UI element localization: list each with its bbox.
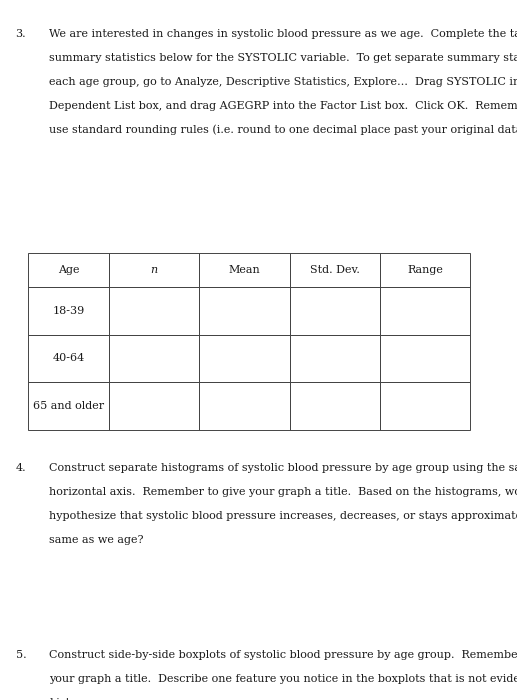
Text: 18-39: 18-39 [52,306,85,316]
Text: Mean: Mean [229,265,260,275]
Text: Construct side-by-side boxplots of systolic blood pressure by age group.  Rememb: Construct side-by-side boxplots of systo… [49,650,517,660]
Text: your graph a title.  Describe one feature you notice in the boxplots that is not: your graph a title. Describe one feature… [49,674,517,684]
Text: 65 and older: 65 and older [33,401,104,411]
Text: 5.: 5. [16,650,26,660]
Text: We are interested in changes in systolic blood pressure as we age.  Complete the: We are interested in changes in systolic… [49,29,517,39]
Text: horizontal axis.  Remember to give your graph a title.  Based on the histograms,: horizontal axis. Remember to give your g… [49,487,517,497]
Text: n: n [150,265,157,275]
Text: summary statistics below for the SYSTOLIC variable.  To get separate summary sta: summary statistics below for the SYSTOLI… [49,53,517,63]
Text: 4.: 4. [16,463,26,473]
Text: hypothesize that systolic blood pressure increases, decreases, or stays approxim: hypothesize that systolic blood pressure… [49,511,517,521]
Text: use standard rounding rules (i.e. round to one decimal place past your original : use standard rounding rules (i.e. round … [49,125,517,135]
Text: same as we age?: same as we age? [49,535,144,545]
Text: Range: Range [407,265,443,275]
Text: Age: Age [58,265,79,275]
Text: Dependent List box, and drag AGEGRP into the Factor List box.  Click OK.  Rememb: Dependent List box, and drag AGEGRP into… [49,101,517,111]
Text: histograms.: histograms. [49,698,116,700]
Text: Std. Dev.: Std. Dev. [310,265,360,275]
Text: 40-64: 40-64 [52,354,85,363]
Text: each age group, go to Analyze, Descriptive Statistics, Explore…  Drag SYSTOLIC i: each age group, go to Analyze, Descripti… [49,77,517,87]
Text: Construct separate histograms of systolic blood pressure by age group using the : Construct separate histograms of systoli… [49,463,517,473]
Text: 3.: 3. [16,29,26,39]
